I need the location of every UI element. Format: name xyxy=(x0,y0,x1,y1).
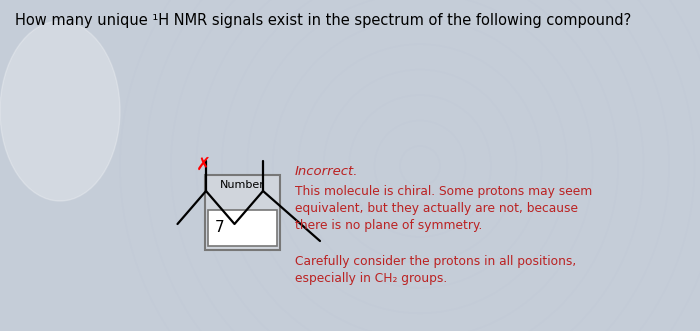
Text: This molecule is chiral. Some protons may seem
equivalent, but they actually are: This molecule is chiral. Some protons ma… xyxy=(295,185,592,232)
Text: Number: Number xyxy=(220,180,265,190)
Ellipse shape xyxy=(0,21,120,201)
Text: 7: 7 xyxy=(215,220,225,235)
Bar xyxy=(208,210,277,246)
Bar xyxy=(205,175,280,250)
Text: ✗: ✗ xyxy=(195,156,211,174)
Text: How many unique ¹H NMR signals exist in the spectrum of the following compound?: How many unique ¹H NMR signals exist in … xyxy=(15,13,631,28)
Text: Incorrect.: Incorrect. xyxy=(295,165,358,178)
Text: Carefully consider the protons in all positions,
especially in CH₂ groups.: Carefully consider the protons in all po… xyxy=(295,255,576,285)
